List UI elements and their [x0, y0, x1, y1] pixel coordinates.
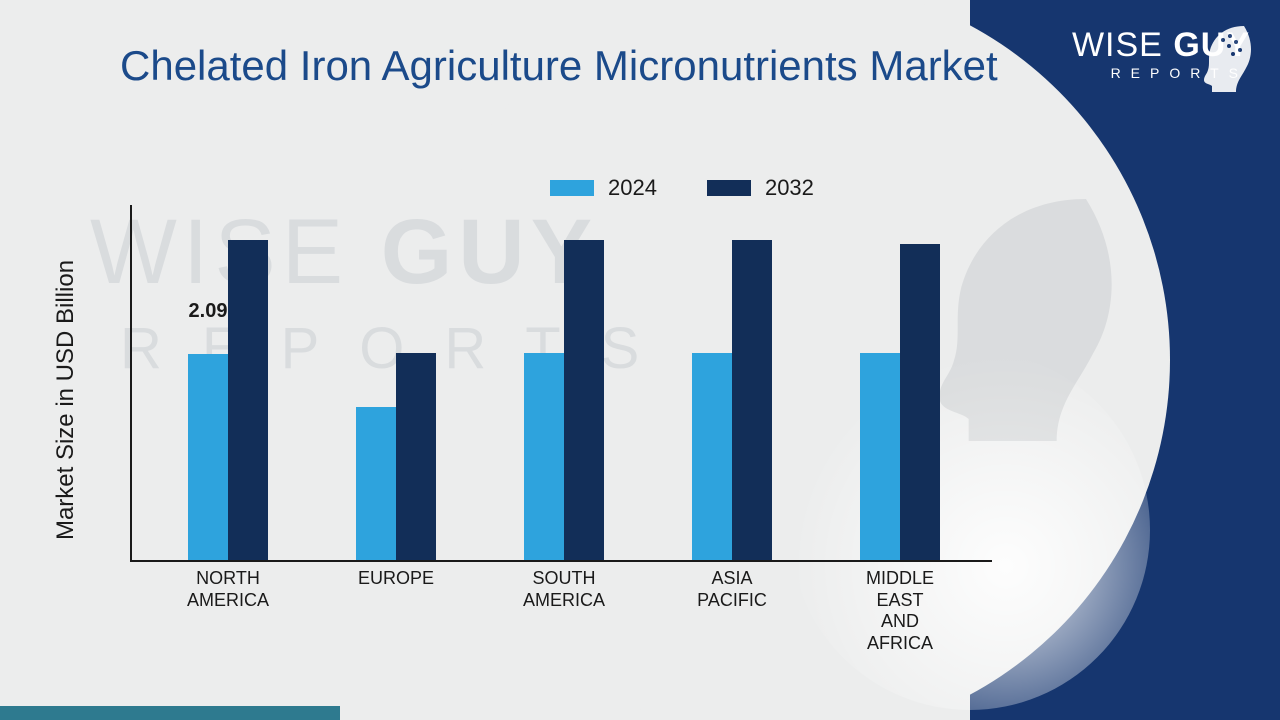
chart-plot-area: 2.09NORTHAMERICAEUROPESOUTHAMERICAASIAPA…: [130, 205, 992, 562]
legend-swatch-2024: [550, 180, 594, 196]
bar-2032: [228, 240, 268, 560]
category-label: NORTHAMERICA: [158, 560, 298, 611]
legend-swatch-2032: [707, 180, 751, 196]
category-label: ASIAPACIFIC: [662, 560, 802, 611]
bar-2024: [356, 407, 396, 560]
chart-title: Chelated Iron Agriculture Micronutrients…: [120, 40, 998, 93]
category-label: MIDDLEEASTANDAFRICA: [830, 560, 970, 654]
brand-name-1: WISE: [1072, 26, 1163, 64]
legend-item-2024: 2024: [550, 175, 657, 201]
bar-2032: [396, 353, 436, 560]
bar-2024: [692, 353, 732, 560]
chart: Market Size in USD Billion 2024 2032 2.0…: [60, 175, 990, 625]
decorative-bottom-bar: [0, 706, 340, 720]
page-frame: WISE GUY REPORTS WISE GUY REPORTS Chelat…: [0, 0, 1280, 720]
bar-2032: [564, 240, 604, 560]
y-axis-label: Market Size in USD Billion: [52, 260, 80, 540]
chart-legend: 2024 2032: [550, 175, 814, 201]
bar-2032: [732, 240, 772, 560]
bar-2024: [188, 354, 228, 560]
legend-item-2032: 2032: [707, 175, 814, 201]
legend-label-2024: 2024: [608, 175, 657, 201]
bar-value-label: 2.09: [189, 300, 228, 327]
category-label: EUROPE: [326, 560, 466, 590]
bar-2032: [900, 244, 940, 560]
brand-logo: WISE GUY REPORTS: [1072, 28, 1250, 80]
legend-label-2032: 2032: [765, 175, 814, 201]
bar-2024: [524, 353, 564, 560]
category-label: SOUTHAMERICA: [494, 560, 634, 611]
brand-head-icon: [1196, 24, 1256, 94]
bar-2024: [860, 353, 900, 560]
